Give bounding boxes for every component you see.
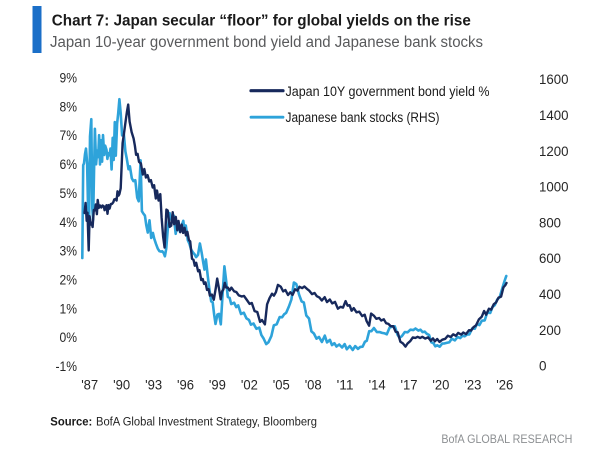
svg-text:Japan 10-year government bond: Japan 10-year government bond yield and … <box>50 34 483 51</box>
svg-text:'08: '08 <box>305 377 322 393</box>
svg-text:-1%: -1% <box>56 358 78 374</box>
svg-text:Source:: Source: <box>50 414 92 428</box>
svg-text:Chart 7: Japan secular “floor”: Chart 7: Japan secular “floor” for globa… <box>52 13 471 30</box>
svg-text:1400: 1400 <box>539 107 569 123</box>
svg-text:5%: 5% <box>60 185 78 201</box>
svg-text:'11: '11 <box>337 377 354 393</box>
svg-text:'99: '99 <box>209 377 226 393</box>
svg-text:2%: 2% <box>60 272 78 288</box>
svg-text:BofA Global Investment Strateg: BofA Global Investment Strategy, Bloombe… <box>96 414 317 428</box>
svg-text:8%: 8% <box>60 98 78 114</box>
svg-text:400: 400 <box>539 286 561 302</box>
svg-text:3%: 3% <box>60 243 78 259</box>
svg-text:1000: 1000 <box>539 179 569 195</box>
svg-text:'26: '26 <box>496 377 513 393</box>
svg-text:'23: '23 <box>464 377 481 393</box>
svg-text:'87: '87 <box>81 377 98 393</box>
svg-text:'05: '05 <box>273 377 290 393</box>
svg-text:Japan 10Y government bond yiel: Japan 10Y government bond yield % <box>286 84 490 99</box>
svg-text:1600: 1600 <box>539 71 569 87</box>
svg-text:'14: '14 <box>369 377 386 393</box>
svg-text:4%: 4% <box>60 214 78 230</box>
svg-text:200: 200 <box>539 322 561 338</box>
svg-text:Japanese bank stocks (RHS): Japanese bank stocks (RHS) <box>286 110 440 125</box>
svg-text:'96: '96 <box>177 377 194 393</box>
svg-text:'17: '17 <box>401 377 418 393</box>
svg-text:'02: '02 <box>241 377 258 393</box>
svg-text:0%: 0% <box>60 329 78 345</box>
svg-text:'90: '90 <box>113 377 130 393</box>
svg-text:0: 0 <box>539 358 547 374</box>
svg-text:9%: 9% <box>60 70 78 86</box>
svg-text:'20: '20 <box>432 377 449 393</box>
svg-text:1%: 1% <box>60 300 78 316</box>
svg-text:'93: '93 <box>145 377 162 393</box>
svg-text:7%: 7% <box>60 127 78 143</box>
svg-text:1200: 1200 <box>539 143 569 159</box>
svg-text:6%: 6% <box>60 156 78 172</box>
svg-text:BofA GLOBAL RESEARCH: BofA GLOBAL RESEARCH <box>441 432 572 446</box>
svg-text:800: 800 <box>539 214 561 230</box>
svg-text:600: 600 <box>539 250 561 266</box>
